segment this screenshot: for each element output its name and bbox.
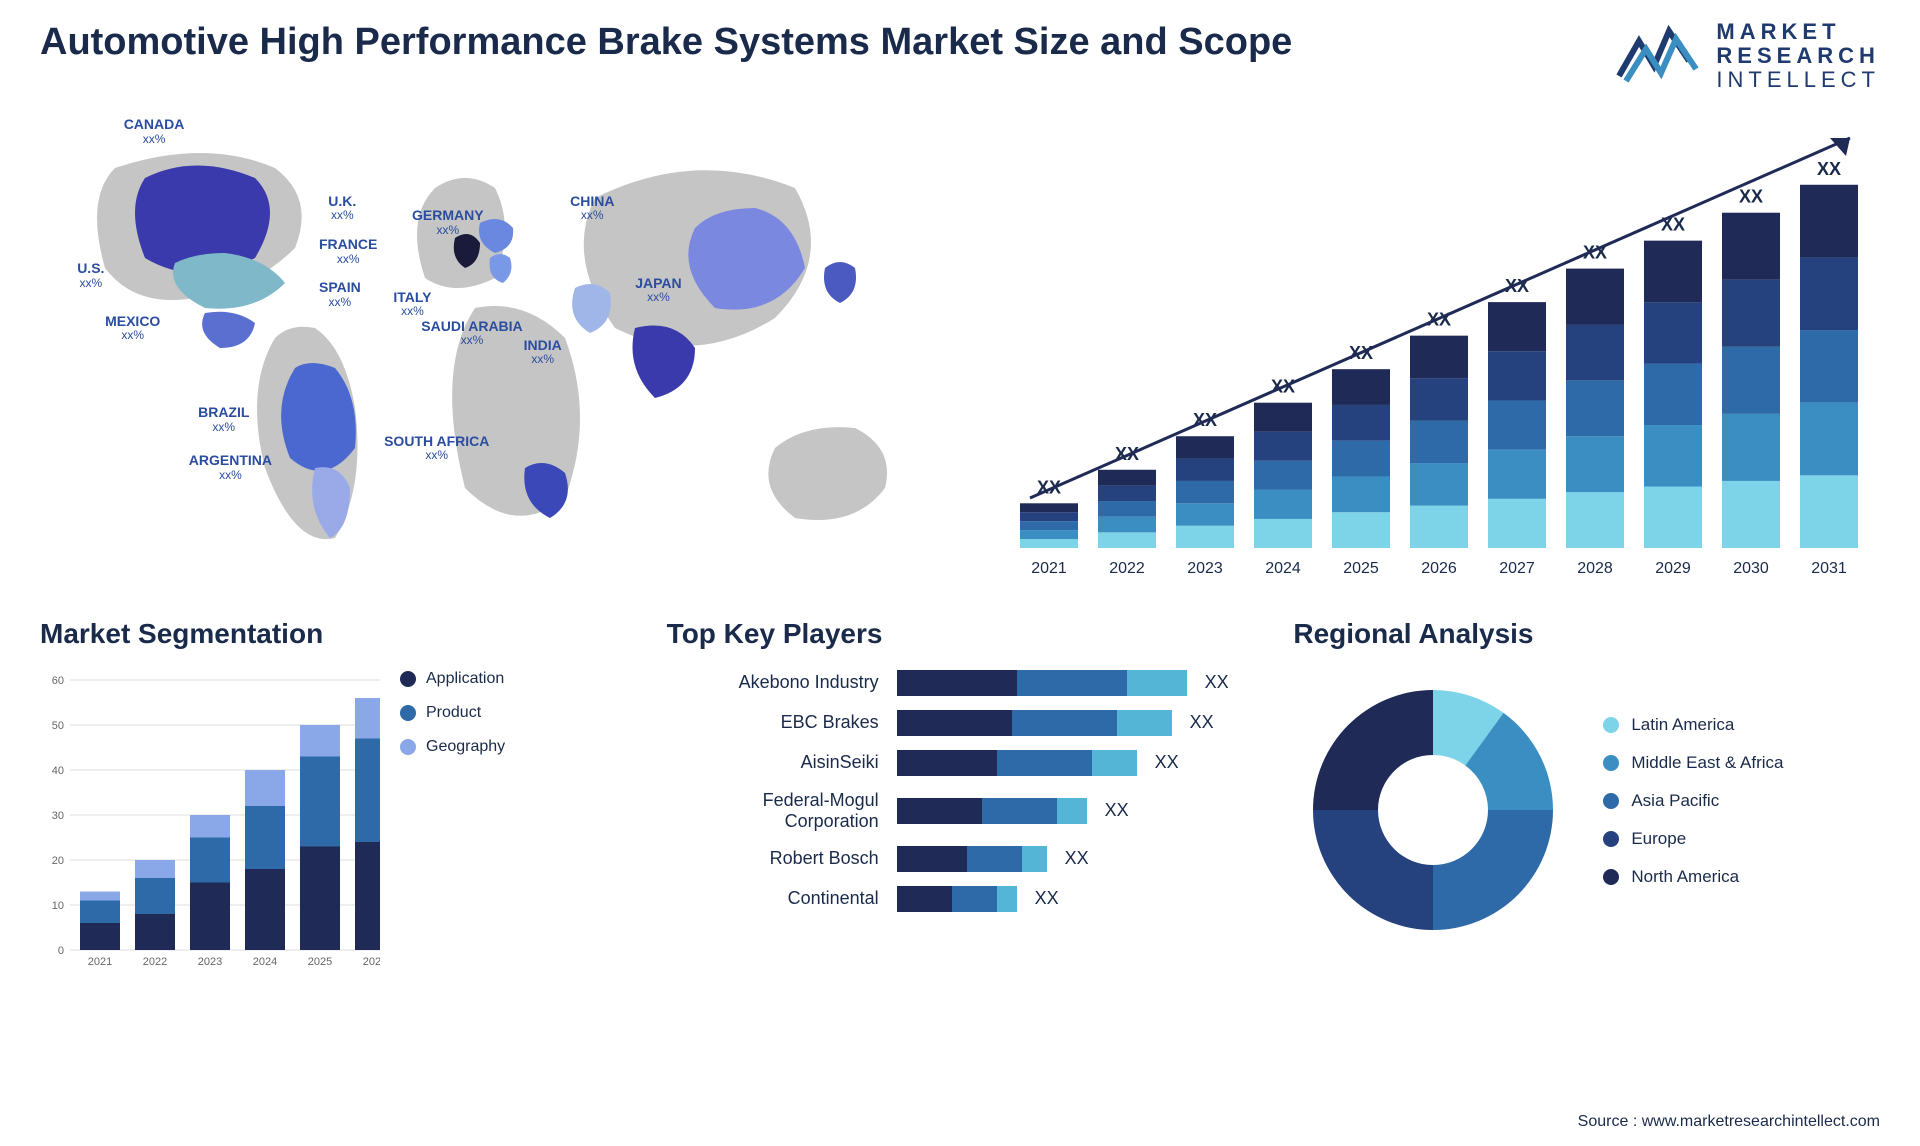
map-label: GERMANYxx%	[412, 208, 484, 237]
legend-item: North America	[1603, 867, 1783, 887]
svg-text:2021: 2021	[88, 956, 112, 968]
map-label: SAUDI ARABIAxx%	[421, 319, 522, 348]
svg-text:2021: 2021	[1031, 560, 1067, 577]
svg-text:10: 10	[52, 900, 64, 912]
players-title: Top Key Players	[667, 618, 1254, 650]
svg-text:2026: 2026	[363, 956, 380, 968]
main-bar-chart: 2021XX2022XX2023XX2024XX2025XX2026XX2027…	[1000, 108, 1880, 588]
player-value: XX	[1190, 712, 1214, 733]
page-title: Automotive High Performance Brake System…	[40, 20, 1292, 66]
legend-item: Application	[400, 670, 505, 688]
player-name: Akebono Industry	[667, 672, 887, 693]
bottom-row: Market Segmentation 0 10 20 30 40 50 60 2021 202…	[40, 618, 1880, 1018]
svg-text:2024: 2024	[1265, 560, 1301, 577]
map-label: BRAZILxx%	[198, 405, 249, 434]
source-text: Source : www.marketresearchintellect.com	[1578, 1113, 1880, 1131]
world-map: CANADAxx% U.S.xx%MEXICOxx% BRAZILxx% ARGENT…	[40, 108, 970, 588]
legend-item: Latin America	[1603, 715, 1783, 735]
players-list: Akebono IndustryXXEBC BrakesXXAisinSeiki…	[667, 670, 1254, 912]
player-bar	[897, 750, 1137, 776]
player-row: AisinSeiki XX	[667, 750, 1254, 776]
map-label: U.K.xx%	[328, 194, 356, 223]
svg-text:2031: 2031	[1811, 560, 1847, 577]
player-row: EBC Brakes XX	[667, 710, 1254, 736]
svg-text:XX: XX	[1817, 158, 1841, 178]
map-label: MEXICOxx%	[105, 314, 160, 343]
map-label: ITALYxx%	[393, 290, 431, 319]
player-bar	[897, 710, 1172, 736]
player-value: XX	[1065, 848, 1089, 869]
player-value: XX	[1155, 752, 1179, 773]
player-row: Akebono Industry XX	[667, 670, 1254, 696]
svg-text:XX: XX	[1115, 443, 1139, 463]
svg-text:30: 30	[52, 810, 64, 822]
svg-text:60: 60	[52, 675, 64, 687]
svg-text:0: 0	[58, 945, 64, 957]
segmentation-section: Market Segmentation 0 10 20 30 40 50 60 2021 202…	[40, 618, 627, 1018]
player-value: XX	[1035, 888, 1059, 909]
logo: MARKET RESEARCH INTELLECT	[1614, 20, 1880, 93]
svg-text:2025: 2025	[308, 956, 332, 968]
legend-item: Middle East & Africa	[1603, 753, 1783, 773]
map-svg	[40, 108, 970, 588]
map-label: CHINAxx%	[570, 194, 614, 223]
player-name: Federal-Mogul Corporation	[667, 790, 887, 832]
segmentation-chart: 0 10 20 30 40 50 60 2021 2022 2023 2024 2025 2026	[40, 670, 380, 970]
svg-text:XX: XX	[1661, 214, 1685, 234]
legend-item: Europe	[1603, 829, 1783, 849]
regional-legend: Latin America Middle East & Africa Asia Pa…	[1603, 715, 1783, 905]
player-name: AisinSeiki	[667, 752, 887, 773]
player-name: Robert Bosch	[667, 848, 887, 869]
player-value: XX	[1105, 800, 1129, 821]
svg-text:2022: 2022	[1109, 560, 1145, 577]
player-row: Robert Bosch XX	[667, 846, 1254, 872]
svg-text:2023: 2023	[1187, 560, 1223, 577]
map-label: INDIAxx%	[524, 338, 562, 367]
svg-text:2026: 2026	[1421, 560, 1457, 577]
legend-item: Asia Pacific	[1603, 791, 1783, 811]
svg-text:2024: 2024	[253, 956, 277, 968]
svg-text:2025: 2025	[1343, 560, 1379, 577]
segmentation-legend: Application Product Geography	[400, 670, 505, 772]
player-bar	[897, 798, 1087, 824]
player-bar	[897, 886, 1017, 912]
map-label: U.S.xx%	[77, 261, 104, 290]
svg-text:40: 40	[52, 765, 64, 777]
player-bar	[897, 670, 1187, 696]
svg-text:20: 20	[52, 855, 64, 867]
regional-section: Regional Analysis Latin America Middle Ea…	[1293, 618, 1880, 1018]
legend-item: Geography	[400, 738, 505, 756]
map-label: FRANCExx%	[319, 237, 377, 266]
player-row: Federal-Mogul Corporation XX	[667, 790, 1254, 832]
player-name: Continental	[667, 888, 887, 909]
player-name: EBC Brakes	[667, 712, 887, 733]
map-label: ARGENTINAxx%	[189, 453, 272, 482]
svg-text:2022: 2022	[143, 956, 167, 968]
logo-icon	[1614, 21, 1704, 91]
player-row: Continental XX	[667, 886, 1254, 912]
map-label: JAPANxx%	[635, 276, 681, 305]
map-label: SPAINxx%	[319, 280, 361, 309]
map-label: CANADAxx%	[124, 117, 185, 146]
header: Automotive High Performance Brake System…	[40, 20, 1880, 93]
segmentation-title: Market Segmentation	[40, 618, 627, 650]
players-section: Top Key Players Akebono IndustryXXEBC Br…	[667, 618, 1254, 1018]
donut-chart	[1293, 670, 1573, 950]
player-value: XX	[1205, 672, 1229, 693]
svg-text:50: 50	[52, 720, 64, 732]
map-label: SOUTH AFRICAxx%	[384, 434, 489, 463]
svg-text:2023: 2023	[198, 956, 222, 968]
svg-text:2028: 2028	[1577, 560, 1613, 577]
svg-text:2027: 2027	[1499, 560, 1535, 577]
svg-text:XX: XX	[1739, 186, 1763, 206]
svg-text:2029: 2029	[1655, 560, 1691, 577]
top-row: CANADAxx% U.S.xx%MEXICOxx% BRAZILxx% ARGENT…	[40, 108, 1880, 588]
player-bar	[897, 846, 1047, 872]
regional-title: Regional Analysis	[1293, 618, 1880, 650]
svg-text:2030: 2030	[1733, 560, 1769, 577]
legend-item: Product	[400, 704, 505, 722]
logo-text: MARKET RESEARCH INTELLECT	[1716, 20, 1880, 93]
